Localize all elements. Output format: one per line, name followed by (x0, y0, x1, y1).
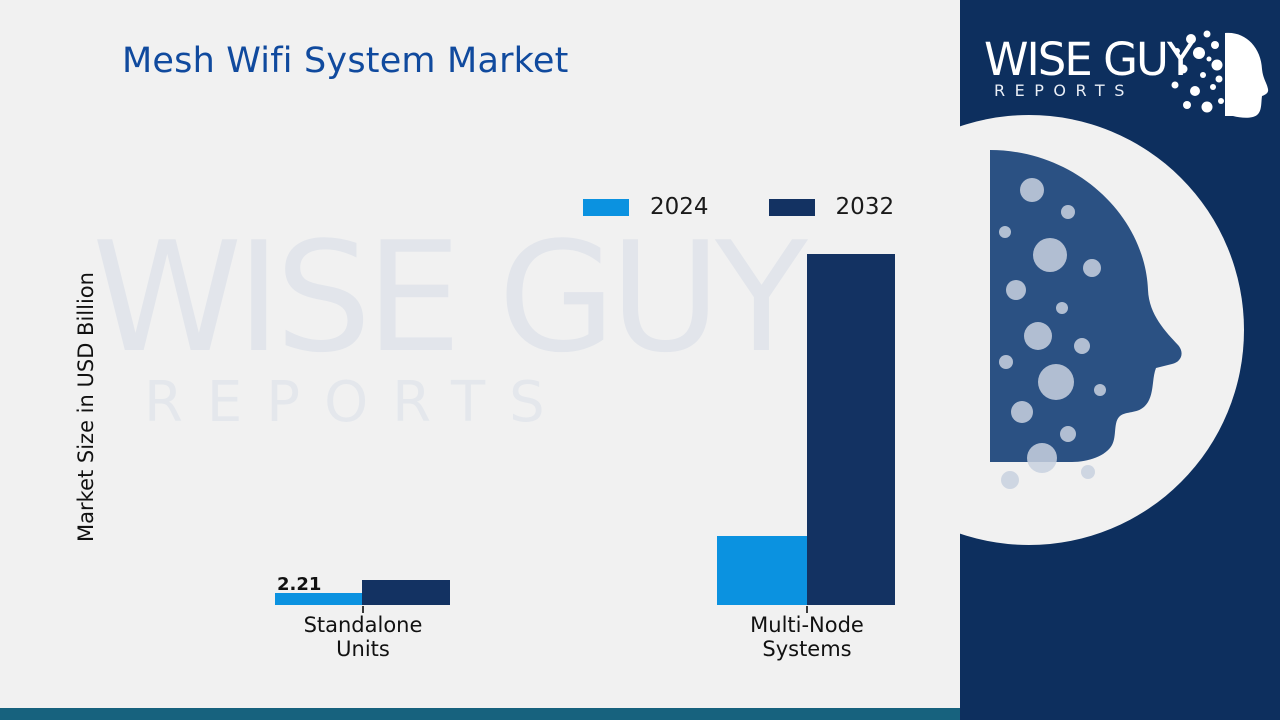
logo-main-text: WISE GUY (984, 33, 1194, 86)
x-category-label-multinode-line1: Multi-Node (750, 613, 864, 637)
bar-multinode-2024[interactable] (717, 536, 807, 605)
head-profile-silhouette-icon (990, 150, 1182, 462)
dot-network-pattern-icon (999, 178, 1106, 489)
logo-sub-text: REPORTS (994, 81, 1134, 100)
x-tick-multinode (806, 606, 808, 613)
legend-swatch-2032 (768, 198, 815, 216)
bottom-accent-bar (0, 708, 960, 720)
chart-legend: 2024 2032 (583, 194, 894, 220)
brand-logo[interactable]: WISE GUY REPORTS (984, 30, 1269, 118)
bar-standalone-2024[interactable] (275, 593, 362, 605)
x-category-label-standalone: Standalone Units (243, 613, 483, 661)
dotted-head-profile-icon (1171, 30, 1269, 118)
page-title: Mesh Wifi System Market (122, 41, 569, 81)
legend-item-2024[interactable]: 2024 (583, 194, 769, 220)
brand-panel (960, 0, 1280, 720)
bar-value-standalone-2024: 2.21 (277, 574, 322, 595)
legend-item-2032[interactable]: 2032 (768, 194, 895, 220)
x-category-label-standalone-line1: Standalone (303, 613, 423, 637)
x-category-label-standalone-line2: Units (336, 637, 390, 661)
legend-swatch-2024 (583, 198, 629, 216)
x-tick-standalone (362, 606, 364, 613)
legend-label-2032: 2032 (835, 194, 895, 220)
plot-area: 2.21 Standalone Units Multi-Node Systems (243, 254, 927, 661)
legend-label-2024: 2024 (650, 194, 709, 220)
x-category-label-multinode-line2: Systems (762, 637, 852, 661)
x-category-label-multinode: Multi-Node Systems (687, 613, 927, 661)
bar-standalone-2032[interactable] (362, 580, 450, 605)
bar-multinode-2032[interactable] (807, 254, 895, 605)
